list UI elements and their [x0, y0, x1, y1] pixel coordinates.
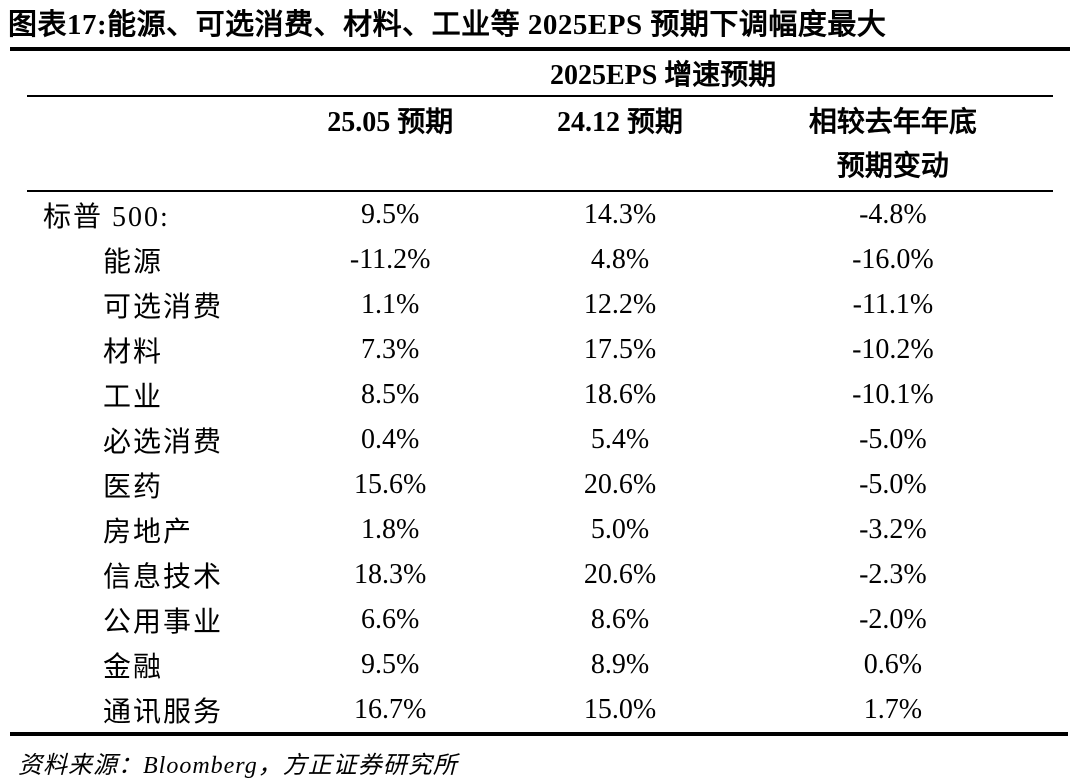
figure-title: 图表17:能源、可选消费、材料、工业等 2025EPS 预期下调幅度最大	[8, 9, 887, 41]
table-row: 通讯服务 16.7% 15.0% 1.7%	[27, 687, 1053, 732]
value-cell: 18.3%	[354, 558, 427, 590]
table-body: 标普 500: 9.5% 14.3% -4.8% 能源 -11.2% 4.8% -16.0% 可…	[27, 191, 1053, 732]
row-label: 必选消费	[103, 426, 224, 458]
value-cell: 16.7%	[354, 693, 427, 725]
table-row: 工业 8.5% 18.6% -10.1%	[27, 372, 1053, 417]
value-cell: 4.8%	[590, 243, 650, 275]
value-cell: 15.0%	[583, 693, 657, 725]
group-header-row: 2025EPS 增速预期	[27, 51, 1053, 97]
value-cell: 20.6%	[583, 558, 657, 590]
value-cell: 0.4%	[361, 423, 420, 455]
value-cell: -3.2%	[859, 513, 927, 545]
column-header-spacer	[27, 96, 274, 192]
row-label: 能源	[103, 246, 164, 278]
value-cell: 15.6%	[354, 468, 427, 500]
value-cell: 12.2%	[583, 288, 657, 320]
column-header-change-line2: 预期变动	[836, 151, 949, 182]
value-cell: 6.6%	[361, 603, 420, 635]
row-label: 房地产	[103, 516, 194, 548]
value-cell: -2.0%	[859, 603, 927, 635]
column-header-2412: 24.12 预期	[507, 96, 733, 192]
row-label: 金融	[103, 651, 164, 683]
value-cell: 5.0%	[590, 513, 650, 545]
table-header: 2025EPS 增速预期 25.05 预期 24.12 预期 相较去年年底 预期…	[27, 51, 1053, 192]
table-row: 房地产 1.8% 5.0% -3.2%	[27, 507, 1053, 552]
value-cell: -5.0%	[859, 423, 927, 455]
group-header-label: 2025EPS 增速预期	[273, 51, 1053, 97]
row-label: 公用事业	[103, 606, 224, 638]
value-cell: 1.1%	[361, 288, 420, 320]
row-label: 医药	[103, 471, 164, 503]
column-header-2505: 25.05 预期	[273, 96, 508, 192]
value-cell: 1.8%	[361, 513, 420, 545]
column-header-change: 相较去年年底 预期变动	[732, 96, 1053, 192]
group-header-spacer	[27, 51, 274, 97]
row-label: 通讯服务	[103, 696, 224, 728]
value-cell: -4.8%	[859, 198, 927, 230]
table-row: 公用事业 6.6% 8.6% -2.0%	[27, 597, 1053, 642]
value-cell: 8.9%	[590, 648, 650, 680]
value-cell: 20.6%	[583, 468, 657, 500]
table-row: 标普 500: 9.5% 14.3% -4.8%	[27, 191, 1053, 237]
value-cell: -16.0%	[852, 243, 934, 275]
table-row: 金融 9.5% 8.9% 0.6%	[27, 642, 1053, 687]
table-row: 信息技术 18.3% 20.6% -2.3%	[27, 552, 1053, 597]
value-cell: -10.1%	[852, 378, 934, 410]
value-cell: 18.6%	[583, 378, 657, 410]
value-cell: -11.2%	[349, 243, 431, 275]
value-cell: 5.4%	[590, 423, 650, 455]
top-frame-rule	[10, 47, 1070, 51]
value-cell: 9.5%	[361, 198, 420, 230]
value-cell: 8.6%	[590, 603, 650, 635]
value-cell: 0.6%	[863, 648, 923, 680]
value-cell: 1.7%	[863, 693, 923, 725]
table-row: 医药 15.6% 20.6% -5.0%	[27, 462, 1053, 507]
bottom-frame-rule	[10, 732, 1068, 736]
source-note: 资料来源：Bloomberg，方正证券研究所	[18, 753, 458, 779]
value-cell: 8.5%	[361, 378, 420, 410]
table-row: 材料 7.3% 17.5% -10.2%	[27, 327, 1053, 372]
eps-forecast-table: 2025EPS 增速预期 25.05 预期 24.12 预期 相较去年年底 预期…	[27, 51, 1053, 732]
column-header-change-line1: 相较去年年底	[808, 107, 977, 138]
row-label: 可选消费	[103, 291, 224, 323]
value-cell: -5.0%	[859, 468, 927, 500]
value-cell: 9.5%	[361, 648, 420, 680]
column-header-row: 25.05 预期 24.12 预期 相较去年年底 预期变动	[27, 96, 1053, 192]
value-cell: 17.5%	[583, 333, 657, 365]
value-cell: -2.3%	[859, 558, 927, 590]
table-row: 能源 -11.2% 4.8% -16.0%	[27, 237, 1053, 282]
row-label: 信息技术	[103, 561, 224, 593]
value-cell: -10.2%	[852, 333, 934, 365]
value-cell: -11.1%	[852, 288, 934, 320]
row-label: 工业	[103, 381, 164, 413]
row-label: 标普 500:	[43, 201, 170, 233]
value-cell: 7.3%	[361, 333, 420, 365]
value-cell: 14.3%	[583, 198, 657, 230]
row-label: 材料	[103, 336, 164, 368]
table-row: 可选消费 1.1% 12.2% -11.1%	[27, 282, 1053, 327]
table-row: 必选消费 0.4% 5.4% -5.0%	[27, 417, 1053, 462]
